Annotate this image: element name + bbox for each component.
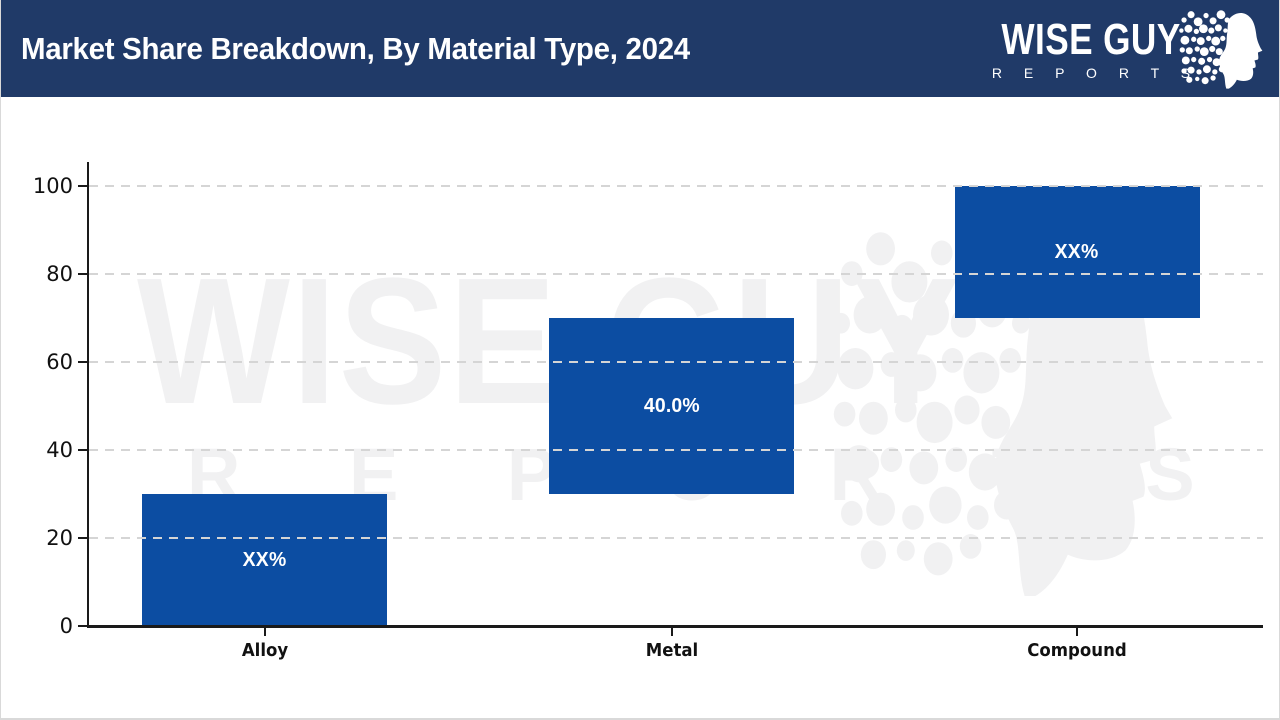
x-tick-label: Compound bbox=[1027, 640, 1127, 661]
gridline-100 bbox=[89, 185, 1263, 188]
y-tick-label: 100 bbox=[32, 174, 73, 199]
bar-value-label: XX% bbox=[1055, 240, 1099, 263]
page-title: Market Share Breakdown, By Material Type… bbox=[21, 30, 690, 66]
gridline-20 bbox=[89, 537, 1263, 540]
bar-compound: XX% bbox=[954, 186, 1200, 319]
y-tick-label: 80 bbox=[46, 262, 73, 287]
x-axis-line bbox=[87, 625, 1263, 628]
logo-text: WISE GUY R E P O R T S bbox=[979, 14, 1203, 81]
y-tick bbox=[78, 185, 87, 188]
y-tick-label: 40 bbox=[46, 438, 73, 463]
y-tick bbox=[78, 361, 87, 364]
x-tick-label: Alloy bbox=[241, 640, 288, 661]
x-tick-label: Metal bbox=[645, 640, 698, 661]
logo-brand-text: WISE GUY bbox=[1001, 14, 1181, 64]
bar-metal: 40.0% bbox=[549, 318, 794, 495]
y-tick bbox=[78, 625, 87, 627]
bar-value-label: 40.0% bbox=[643, 394, 700, 417]
header: Market Share Breakdown, By Material Type… bbox=[1, 0, 1279, 97]
y-tick-label: 60 bbox=[46, 350, 73, 375]
x-tick bbox=[263, 628, 266, 636]
wiseguy-logo: WISE GUY R E P O R T S bbox=[979, 9, 1265, 89]
y-tick bbox=[78, 537, 87, 540]
gridline-60 bbox=[89, 361, 1263, 364]
y-tick-label: 0 bbox=[59, 614, 73, 638]
x-tick bbox=[1076, 628, 1078, 636]
y-tick bbox=[78, 449, 87, 452]
y-axis-line bbox=[87, 162, 89, 628]
y-tick-label: 20 bbox=[46, 526, 73, 551]
logo-reports-text: R E P O R T S bbox=[991, 64, 1200, 81]
bar-value-label: XX% bbox=[242, 548, 287, 571]
gridline-40 bbox=[89, 449, 1263, 452]
gridline-80 bbox=[89, 273, 1263, 276]
y-tick bbox=[78, 273, 87, 276]
logo-head-icon bbox=[1179, 9, 1263, 89]
x-tick bbox=[670, 628, 673, 636]
watermark-brand-text: WISE GUY bbox=[137, 241, 960, 442]
bar-alloy: XX% bbox=[142, 494, 387, 626]
